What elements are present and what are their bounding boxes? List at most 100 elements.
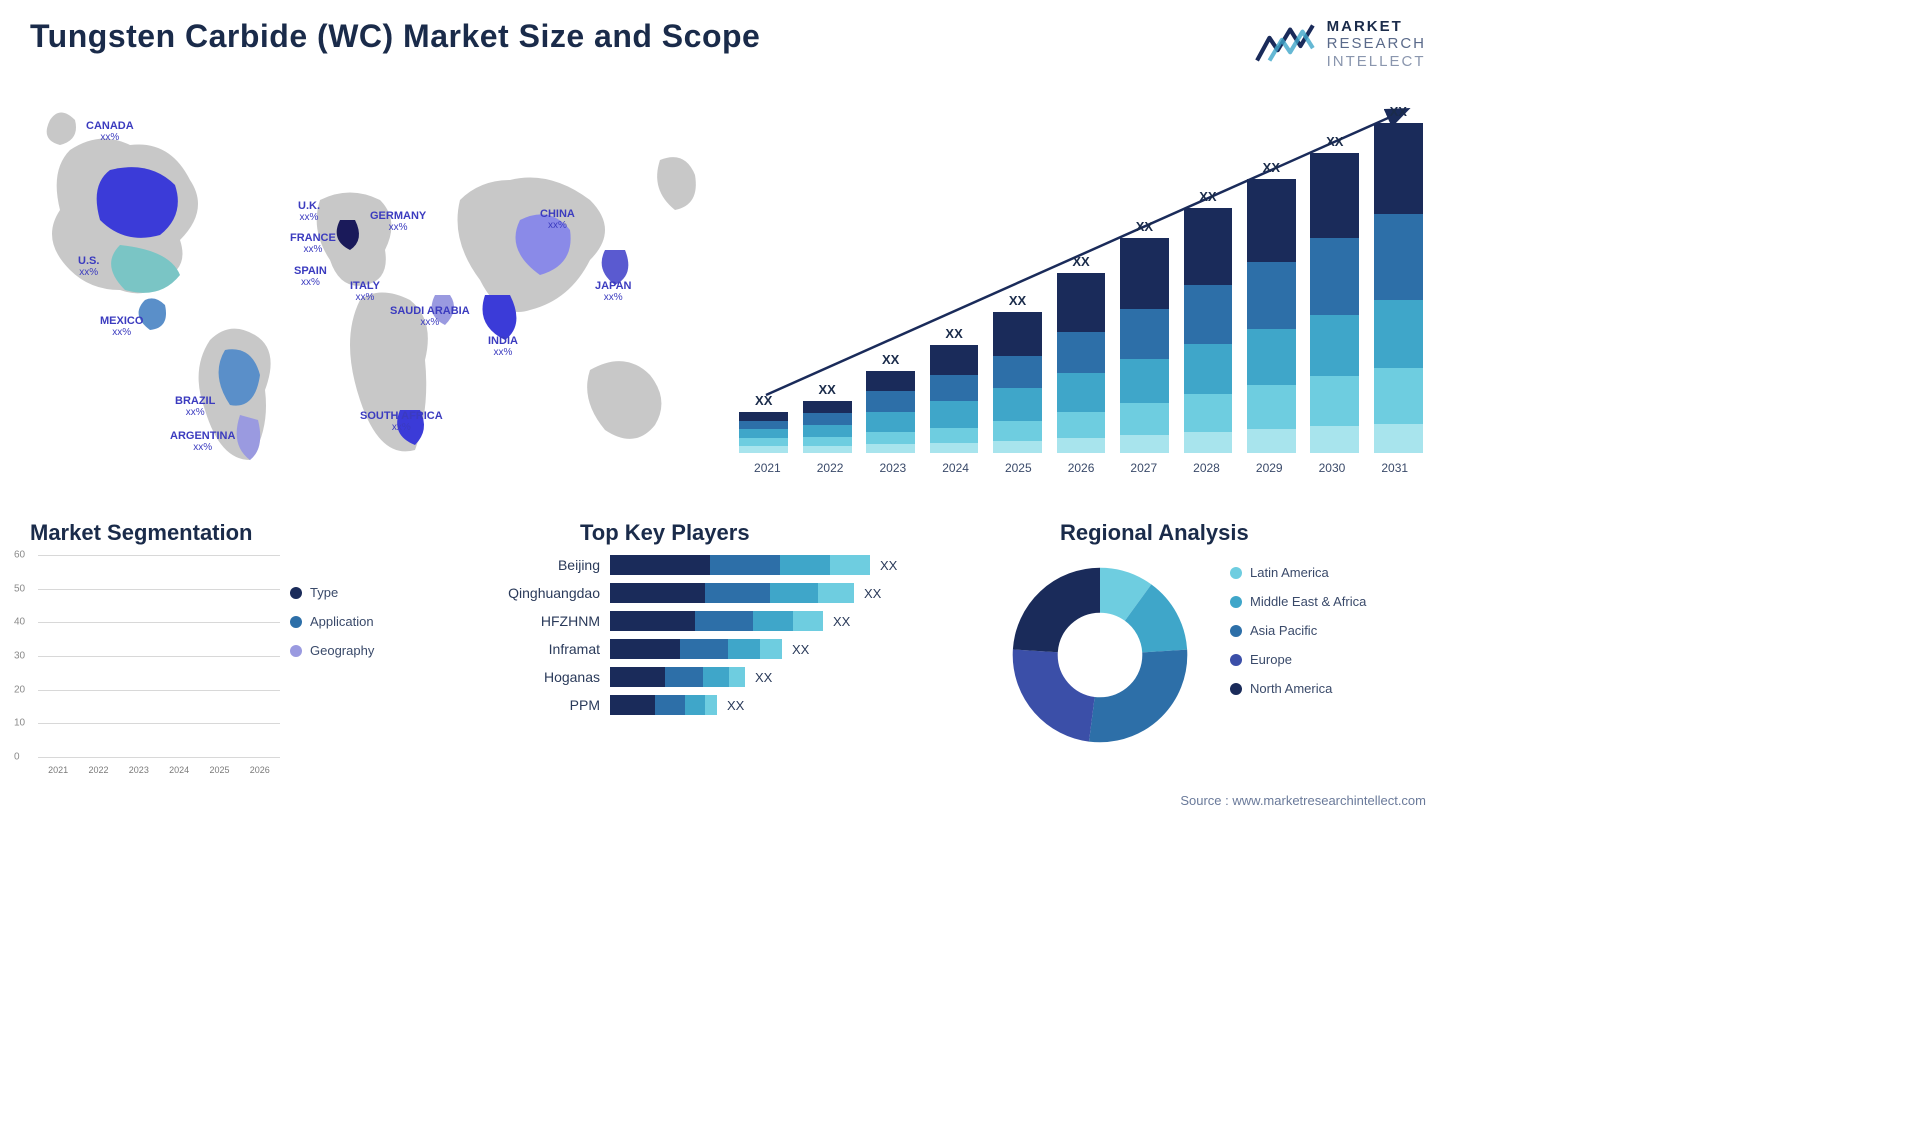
main-bar-segment xyxy=(1310,315,1359,377)
main-bar-toplabel: XX xyxy=(1390,104,1407,119)
main-bar-segment xyxy=(1247,329,1296,385)
player-name: Inframat xyxy=(490,641,610,657)
main-bar-segment xyxy=(803,401,852,413)
player-bar-segment xyxy=(610,667,665,687)
year-label: 2022 xyxy=(799,461,862,475)
main-bar-segment xyxy=(1057,412,1106,439)
main-bar-segment xyxy=(1184,344,1233,394)
main-bar-segment xyxy=(1184,394,1233,432)
seg-year: 2024 xyxy=(169,765,189,775)
donut-svg xyxy=(1000,555,1200,755)
seg-bars xyxy=(38,555,280,757)
player-row: BeijingXX xyxy=(490,555,950,575)
year-label: 2024 xyxy=(924,461,987,475)
main-bar-2021: XX xyxy=(736,393,791,453)
player-bar-segment xyxy=(793,611,823,631)
main-bar-segment xyxy=(1247,385,1296,429)
legend-label: North America xyxy=(1250,681,1332,696)
main-bar-toplabel: XX xyxy=(1136,219,1153,234)
player-row: PPMXX xyxy=(490,695,950,715)
main-bar-segment xyxy=(1120,435,1169,453)
main-bar-segment xyxy=(1374,424,1423,453)
main-bar-segment xyxy=(1374,368,1423,424)
player-value: XX xyxy=(833,614,850,629)
main-bar-toplabel: XX xyxy=(1263,160,1280,175)
seg-legend-item: Type xyxy=(290,585,430,600)
main-bar-toplabel: XX xyxy=(819,382,836,397)
main-bar-toplabel: XX xyxy=(945,326,962,341)
legend-label: Type xyxy=(310,585,338,600)
main-bar-segment xyxy=(1247,262,1296,330)
map-label-spain: SPAINxx% xyxy=(294,265,327,288)
player-value: XX xyxy=(792,642,809,657)
legend-dot-icon xyxy=(290,645,302,657)
regional-legend-item: Latin America xyxy=(1230,565,1420,580)
main-bar-segment xyxy=(739,421,788,430)
brand-text: MARKET RESEARCH INTELLECT xyxy=(1327,18,1426,70)
player-bar-segment xyxy=(685,695,705,715)
map-label-u.s.: U.S.xx% xyxy=(78,255,99,278)
legend-dot-icon xyxy=(1230,683,1242,695)
map-label-argentina: ARGENTINAxx% xyxy=(170,430,235,453)
main-bar-segment xyxy=(1374,300,1423,368)
main-bar-segment xyxy=(739,412,788,421)
player-value: XX xyxy=(755,670,772,685)
player-bar-segment xyxy=(728,639,760,659)
main-bar-segment xyxy=(1310,153,1359,238)
main-bar-toplabel: XX xyxy=(1199,189,1216,204)
legend-dot-icon xyxy=(1230,567,1242,579)
main-bar-segment xyxy=(1057,332,1106,373)
year-label: 2027 xyxy=(1112,461,1175,475)
player-bar-segment xyxy=(665,667,703,687)
player-bar-segment xyxy=(818,583,854,603)
seg-legend-item: Application xyxy=(290,614,430,629)
year-label: 2023 xyxy=(861,461,924,475)
main-bar-segment xyxy=(1120,309,1169,359)
main-chart-x-axis: 2021202220232024202520262027202820292030… xyxy=(736,461,1426,475)
player-bar xyxy=(610,639,782,659)
segmentation-chart: 0102030405060 202120222023202420252026 T… xyxy=(10,555,430,775)
world-map: CANADAxx%U.S.xx%MEXICOxx%BRAZILxx%ARGENT… xyxy=(30,90,710,480)
regional-donut xyxy=(1000,555,1200,755)
year-label: 2031 xyxy=(1363,461,1426,475)
main-bar-segment xyxy=(993,441,1042,453)
player-row: HFZHNMXX xyxy=(490,611,950,631)
player-bar-segment xyxy=(655,695,685,715)
regional-legend-item: North America xyxy=(1230,681,1420,696)
map-label-japan: JAPANxx% xyxy=(595,280,631,303)
main-bar-segment xyxy=(930,428,979,443)
player-name: Hoganas xyxy=(490,669,610,685)
player-bar-segment xyxy=(703,667,729,687)
map-label-mexico: MEXICOxx% xyxy=(100,315,143,338)
main-bar-2029: XX xyxy=(1244,160,1299,453)
regional-chart: Latin AmericaMiddle East & AfricaAsia Pa… xyxy=(1000,555,1420,775)
map-label-germany: GERMANYxx% xyxy=(370,210,426,233)
main-forecast-chart: XXXXXXXXXXXXXXXXXXXXXX 20212022202320242… xyxy=(736,95,1426,475)
player-bar-segment xyxy=(610,555,710,575)
player-bar xyxy=(610,611,823,631)
player-name: Beijing xyxy=(490,557,610,573)
player-name: PPM xyxy=(490,697,610,713)
legend-dot-icon xyxy=(1230,654,1242,666)
legend-dot-icon xyxy=(290,616,302,628)
seg-year: 2022 xyxy=(88,765,108,775)
main-bar-2028: XX xyxy=(1180,189,1235,453)
main-bar-segment xyxy=(930,443,979,453)
seg-year: 2025 xyxy=(209,765,229,775)
seg-year: 2026 xyxy=(250,765,270,775)
legend-label: Geography xyxy=(310,643,374,658)
main-bar-segment xyxy=(1310,238,1359,315)
main-bar-segment xyxy=(1057,273,1106,332)
main-bar-segment xyxy=(739,438,788,445)
map-label-canada: CANADAxx% xyxy=(86,120,134,143)
main-bar-segment xyxy=(803,437,852,446)
seg-y-tick: 30 xyxy=(14,651,25,662)
player-bar-segment xyxy=(753,611,793,631)
seg-y-tick: 60 xyxy=(14,550,25,561)
main-bar-segment xyxy=(993,388,1042,420)
segmentation-title: Market Segmentation xyxy=(30,520,253,546)
seg-year: 2021 xyxy=(48,765,68,775)
year-label: 2026 xyxy=(1050,461,1113,475)
main-bar-segment xyxy=(739,446,788,453)
main-bar-segment xyxy=(1057,373,1106,411)
